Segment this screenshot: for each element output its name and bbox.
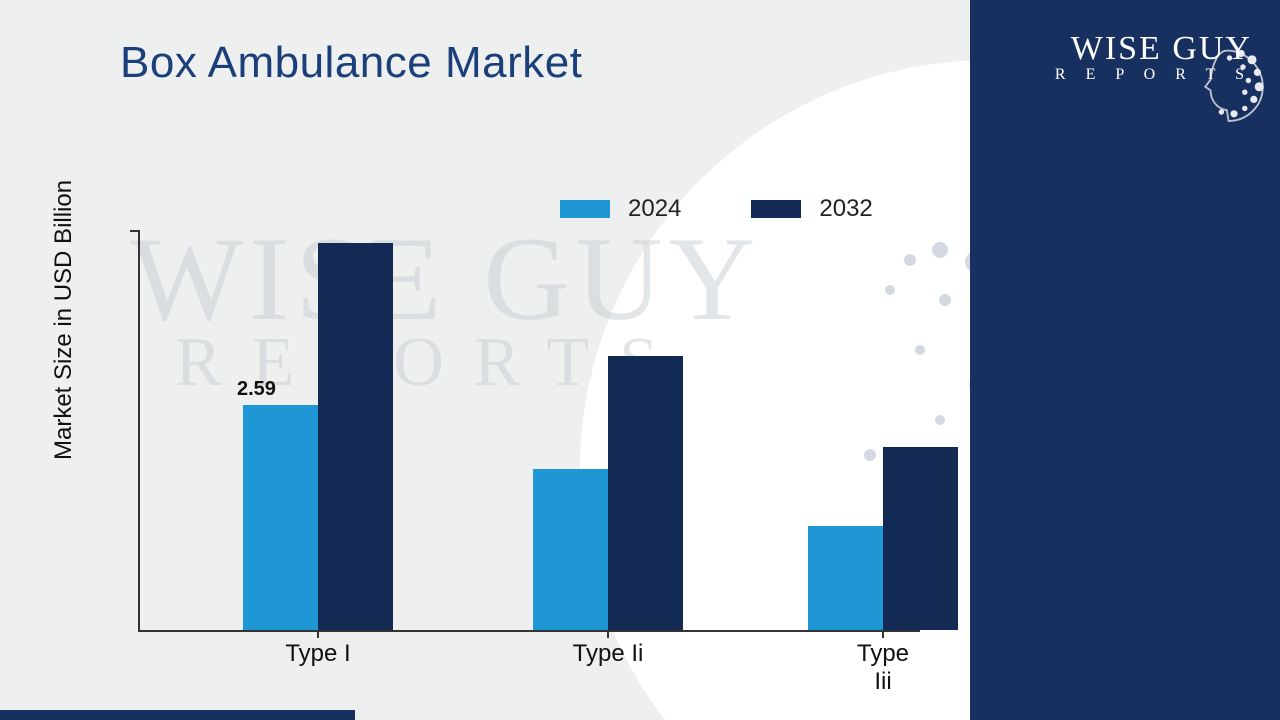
category-label: Type I [285, 640, 350, 668]
bar [318, 243, 393, 630]
brand-logo: WISE GUY R E P O R T S [1055, 30, 1252, 84]
plot-area: 2.59 [138, 230, 920, 630]
x-tick [607, 630, 609, 638]
value-label: 2.59 [237, 378, 276, 401]
chart-title: Box Ambulance Market [120, 38, 582, 88]
x-axis-line [138, 630, 920, 632]
legend-swatch-2024 [560, 200, 610, 218]
x-tick [317, 630, 319, 638]
legend-swatch-2032 [751, 200, 801, 218]
x-tick [882, 630, 884, 638]
bar-chart: Market Size in USD Billion 2.59 Type ITy… [90, 230, 920, 690]
bar [533, 469, 608, 630]
bar [883, 447, 958, 630]
brand-head-icon [1180, 40, 1270, 130]
legend-label-2032: 2032 [819, 195, 872, 223]
legend-item-2032: 2032 [751, 195, 872, 223]
y-axis-label: Market Size in USD Billion [50, 180, 78, 460]
bar [608, 356, 683, 630]
legend-label-2024: 2024 [628, 195, 681, 223]
stage: Box Ambulance Market WISE GUY R E P O R … [0, 0, 1280, 720]
bar [808, 526, 883, 630]
bar [243, 405, 318, 630]
legend: 2024 2032 [560, 195, 873, 223]
legend-item-2024: 2024 [560, 195, 681, 223]
bottom-accent-bar [0, 710, 355, 720]
y-tick [130, 230, 138, 232]
category-label: Type Iii [857, 640, 909, 696]
category-label: Type Ii [573, 640, 644, 668]
